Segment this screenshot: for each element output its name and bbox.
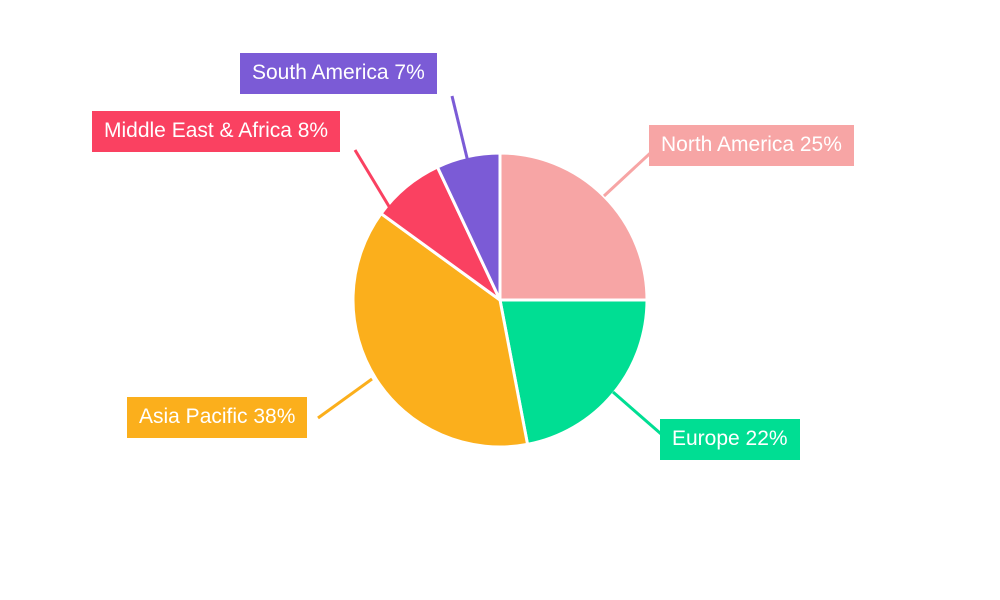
pie-label-middle-east-africa[interactable]: Middle East & Africa 8% (92, 111, 341, 152)
pie-label-south-america[interactable]: South America 7% (240, 53, 437, 94)
leader-line-middle-east-africa (353, 149, 395, 214)
leader-line-europe (612, 390, 669, 442)
pie-label-europe[interactable]: Europe 22% (660, 419, 800, 460)
pie-label-asia-pacific[interactable]: Asia Pacific 38% (127, 397, 308, 438)
pie-slices (351, 151, 649, 449)
pie-slice-north-america[interactable] (498, 151, 649, 302)
leader-line-asia-pacific (317, 377, 373, 420)
pie-slice-asia-pacific[interactable] (351, 212, 530, 449)
pie-label-north-america[interactable]: North America 25% (649, 125, 854, 166)
leader-line-south-america (450, 95, 470, 163)
